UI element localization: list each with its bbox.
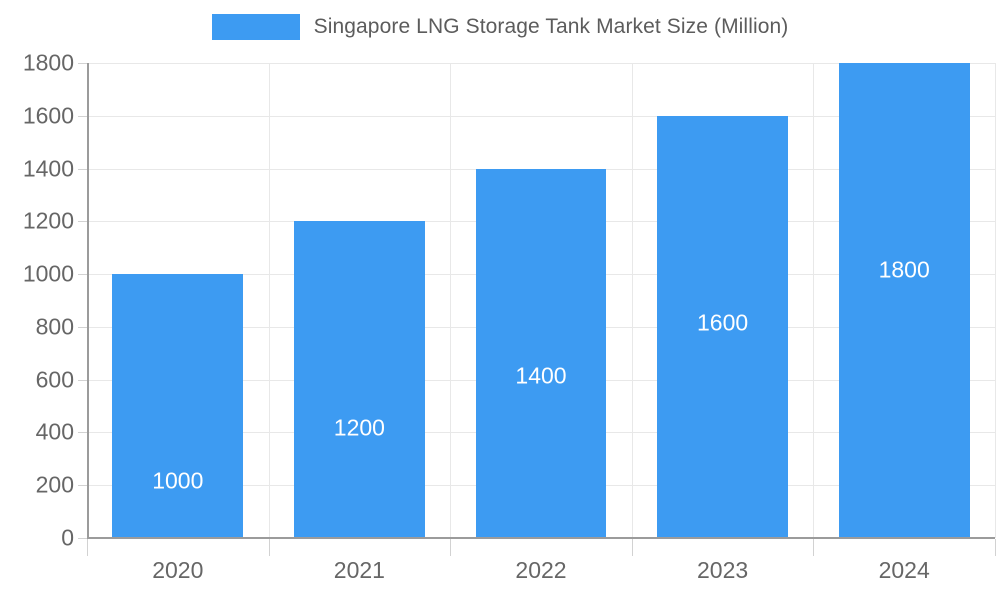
x-axis-tick-label: 2022	[515, 557, 567, 583]
y-tick-mark	[78, 326, 87, 328]
bar-2021[interactable]	[294, 221, 425, 538]
y-tick-mark	[78, 538, 87, 539]
y-axis-tick-label: 400	[35, 418, 74, 445]
y-axis-tick-label: 1000	[22, 260, 74, 287]
y-axis-line	[87, 63, 89, 539]
legend-color-swatch	[211, 14, 300, 40]
x-tick-mark	[268, 539, 270, 556]
y-axis-tick-label: 0	[61, 524, 74, 551]
y-tick-mark	[78, 379, 87, 381]
y-tick-mark	[78, 274, 87, 276]
x-tick-mark	[631, 539, 633, 556]
y-axis-tick-label: 600	[35, 366, 74, 393]
x-gridline	[450, 63, 452, 538]
y-tick-mark	[78, 485, 87, 487]
bar-2024[interactable]	[838, 63, 970, 538]
y-axis-labels: 0 200 400 600 800 1000 1200 1400 1600 1800	[0, 0, 74, 600]
x-axis-tick-label: 2023	[697, 557, 749, 583]
x-tick-mark	[995, 539, 996, 556]
y-tick-mark	[78, 221, 87, 223]
y-axis-tick-label: 200	[35, 471, 74, 498]
y-tick-mark	[78, 63, 87, 64]
x-axis-line	[87, 537, 995, 539]
x-tick-mark	[450, 539, 452, 556]
y-axis-tick-label: 1600	[22, 102, 74, 129]
plot-area: 1000 1200 1400 1600 1800	[87, 63, 996, 539]
y-tick-mark	[78, 115, 87, 117]
y-axis-tick-label: 800	[35, 313, 74, 340]
chart-legend: Singapore LNG Storage Tank Market Size (…	[0, 14, 1000, 40]
x-axis-tick-label: 2024	[878, 557, 930, 583]
x-gridline	[813, 63, 815, 538]
x-tick-mark	[87, 539, 88, 556]
y-gridline	[87, 115, 995, 117]
bar-2020[interactable]	[112, 274, 244, 538]
y-axis-tick-label: 1400	[22, 155, 74, 182]
y-tick-mark	[78, 432, 87, 434]
y-tick-mark	[78, 168, 87, 170]
x-tick-mark	[813, 539, 815, 556]
y-axis-tick-label: 1200	[22, 207, 74, 234]
x-axis-tick-label: 2020	[152, 557, 204, 583]
y-gridline	[87, 63, 995, 64]
x-gridline	[995, 63, 996, 538]
y-axis-tick-label: 1800	[22, 49, 74, 76]
bar-2022[interactable]	[475, 168, 607, 538]
bar-2023[interactable]	[657, 115, 788, 538]
x-gridline	[268, 63, 270, 538]
x-axis-tick-label: 2021	[333, 557, 385, 583]
x-gridline	[631, 63, 633, 538]
legend-label: Singapore LNG Storage Tank Market Size (…	[313, 15, 789, 38]
